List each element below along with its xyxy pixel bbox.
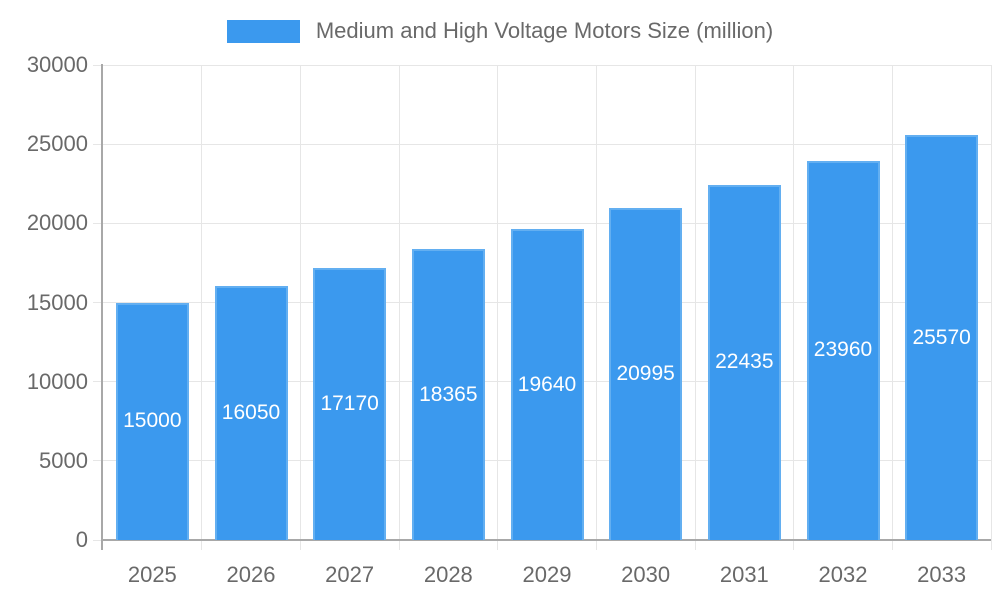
bar-2032[interactable] — [806, 160, 880, 540]
y-axis-tick — [93, 302, 103, 303]
y-axis-tick — [93, 222, 103, 224]
gridline-vertical — [201, 65, 203, 550]
bar-2028[interactable] — [411, 249, 485, 540]
y-axis-line — [101, 64, 103, 550]
gridline-vertical — [595, 65, 597, 550]
legend-swatch-icon — [226, 19, 300, 43]
bar-2026[interactable] — [214, 285, 288, 540]
x-axis-label: 2032 — [818, 562, 868, 587]
gridline-vertical — [398, 65, 400, 550]
y-axis-tick — [93, 539, 103, 541]
gridline-vertical — [793, 65, 795, 550]
x-axis-label: 2029 — [522, 562, 572, 587]
bar-2025[interactable] — [115, 302, 189, 540]
x-axis-label: 2030 — [621, 562, 671, 587]
bar-2030[interactable] — [609, 207, 683, 540]
legend-label: Medium and High Voltage Motors Size (mil… — [315, 18, 774, 43]
gridline-vertical — [299, 65, 301, 550]
x-axis-label: 2026 — [226, 562, 276, 587]
bar-2029[interactable] — [510, 229, 584, 540]
x-axis-line — [101, 539, 991, 541]
gridline-vertical — [497, 65, 499, 550]
y-axis-label: 25000 — [26, 131, 88, 157]
gridline-horizontal — [103, 64, 991, 66]
x-axis-label: 2031 — [719, 562, 769, 587]
y-axis-tick — [93, 143, 103, 145]
chart-legend[interactable]: Medium and High Voltage Motors Size (mil… — [0, 18, 1000, 44]
y-axis-tick — [93, 381, 103, 383]
bar-2031[interactable] — [707, 184, 781, 540]
bar-2027[interactable] — [313, 268, 387, 540]
bar-2033[interactable] — [905, 135, 979, 540]
x-axis-label: 2025 — [127, 562, 177, 587]
x-axis-label: 2028 — [423, 562, 473, 587]
y-axis-label: 10000 — [26, 368, 88, 394]
gridline-vertical — [891, 65, 893, 550]
y-axis-label: 5000 — [39, 447, 88, 473]
y-axis-label: 30000 — [26, 52, 88, 77]
gridline-vertical — [990, 65, 992, 550]
y-axis-tick — [93, 64, 103, 66]
y-axis-label: 20000 — [26, 210, 88, 236]
gridline-horizontal — [103, 143, 991, 145]
y-axis-label: 0 — [75, 527, 88, 552]
gridline-horizontal — [103, 222, 991, 224]
y-axis-label: 15000 — [26, 289, 88, 315]
gridline-vertical — [694, 65, 696, 550]
y-axis-tick — [93, 460, 103, 462]
x-axis-label: 2027 — [325, 562, 375, 587]
x-axis-label: 2033 — [917, 562, 967, 587]
